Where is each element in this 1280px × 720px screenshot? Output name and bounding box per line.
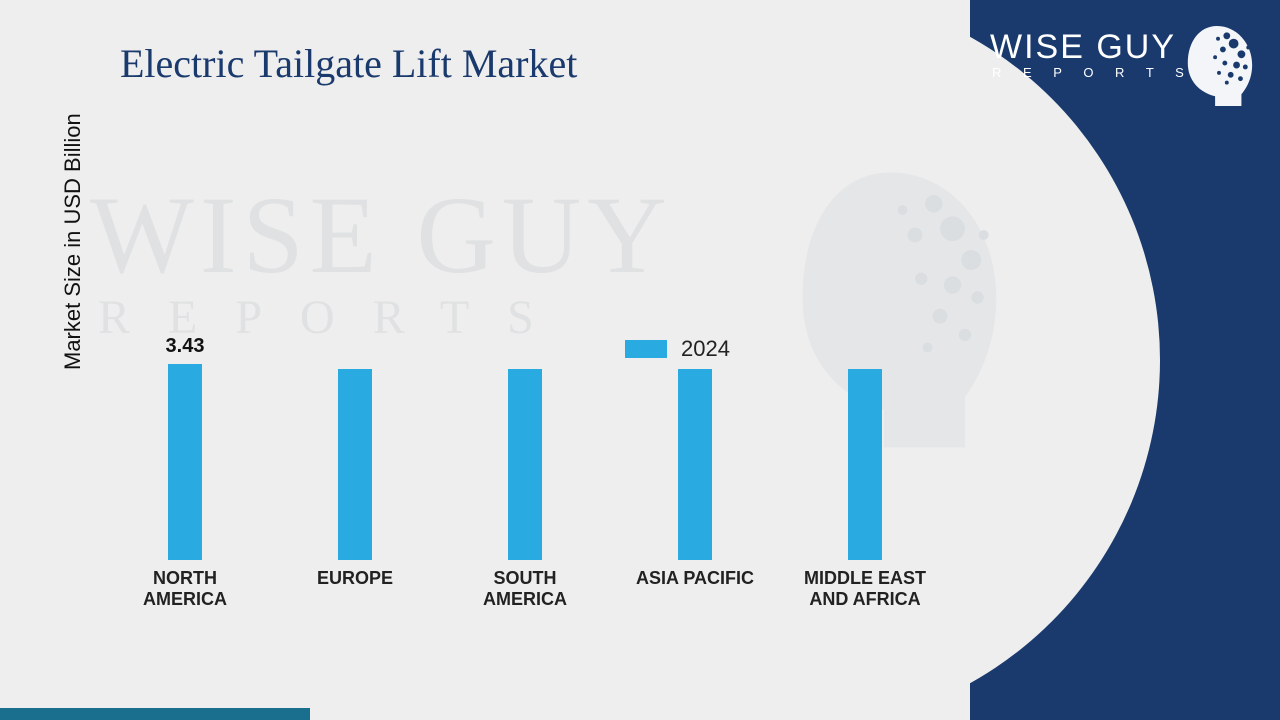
x-tick-label: ASIA PACIFIC xyxy=(625,568,765,589)
stage: WISE GUY REPORTS Electric Tailgate Lift … xyxy=(0,0,1280,720)
x-tick-label: NORTH AMERICA xyxy=(115,568,255,609)
bar xyxy=(678,369,712,560)
x-tick-label: EUROPE xyxy=(285,568,425,589)
bar-value-label: 3.43 xyxy=(166,335,205,358)
plot-area: 3.43NORTH AMERICAEUROPESOUTH AMERICAASIA… xyxy=(120,160,970,560)
x-tick-label: SOUTH AMERICA xyxy=(455,568,595,609)
brand-logo: WISE GUY R E P O R T S xyxy=(990,28,1250,108)
x-tick-label: MIDDLE EAST AND AFRICA xyxy=(795,568,935,609)
logo-head-icon xyxy=(1180,22,1258,110)
bar xyxy=(848,369,882,560)
y-axis-label: Market Size in USD Billion xyxy=(60,113,86,370)
bottom-accent-bar xyxy=(0,708,310,720)
page-title: Electric Tailgate Lift Market xyxy=(120,40,577,87)
bar xyxy=(508,369,542,560)
bar xyxy=(168,364,202,560)
bar xyxy=(338,369,372,560)
bar-chart: 3.43NORTH AMERICAEUROPESOUTH AMERICAASIA… xyxy=(120,160,970,560)
